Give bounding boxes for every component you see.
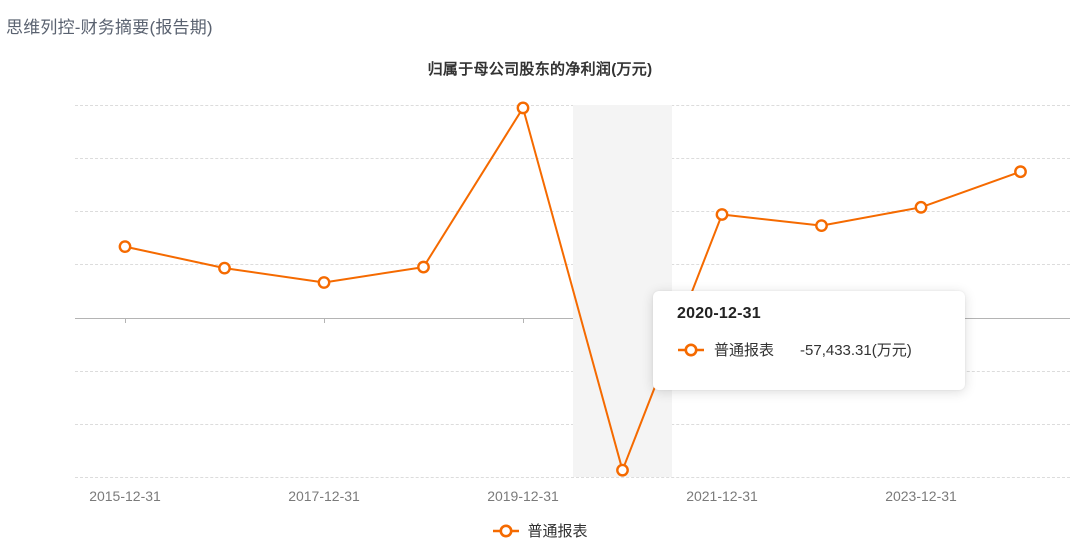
x-axis-tick-label: 2017-12-31 [288,488,360,504]
circle-line-marker-icon [678,343,704,356]
legend-item-0[interactable]: 普通报表 [492,520,588,541]
zero-axis-line [75,317,1070,319]
chart-legend: 普通报表 [0,520,1080,541]
tooltip-value: -57,433.31(万元) [800,342,912,359]
tooltip-title: 2020-12-31 [677,305,761,322]
legend-item-label: 普通报表 [527,523,588,540]
series-data-point[interactable] [914,200,928,214]
chart-title: 归属于母公司股东的净利润(万元) [427,61,653,78]
x-axis-tick-label: 2015-12-31 [89,488,161,504]
gridline [75,264,1070,266]
series-data-point[interactable] [118,240,132,254]
x-axis-tick-label: 2023-12-31 [885,488,957,504]
tooltip-series-name: 普通报表 [714,342,775,359]
series-data-point[interactable] [516,101,530,115]
series-data-point[interactable] [1014,165,1027,179]
plot-area: 80.0K60.0K40.0K20.0K0.0-20.0K-40.0K-60.0… [75,101,1070,504]
series-data-point[interactable] [815,219,828,233]
x-axis-tick-mark [125,317,126,323]
circle-line-marker-icon [493,524,520,537]
x-axis-tick-mark [324,317,325,323]
series-data-point[interactable] [218,261,231,275]
series-data-point[interactable] [715,208,729,221]
x-axis-tick-label: 2021-12-31 [686,488,758,504]
tooltip-series-row: 普通报表 -57,433.31(万元) [677,339,947,360]
page-title: 思维列控-财务摘要(报告期) [6,18,213,37]
series-data-point[interactable] [616,463,629,477]
x-axis-tick-label: 2019-12-31 [487,488,559,504]
series-line [124,106,1022,472]
series-data-point[interactable] [317,276,331,289]
gridline [75,423,1070,425]
gridline [75,158,1070,160]
gridline [75,370,1070,372]
gridline [75,211,1070,213]
chart-tooltip: 2020-12-31 普通报表 -57,433.31(万元) [653,291,965,390]
x-axis-tick-mark [523,317,524,323]
series-data-point[interactable] [417,260,430,274]
gridline [75,105,1070,106]
series-layer [118,101,1027,477]
gridline [75,477,1070,478]
